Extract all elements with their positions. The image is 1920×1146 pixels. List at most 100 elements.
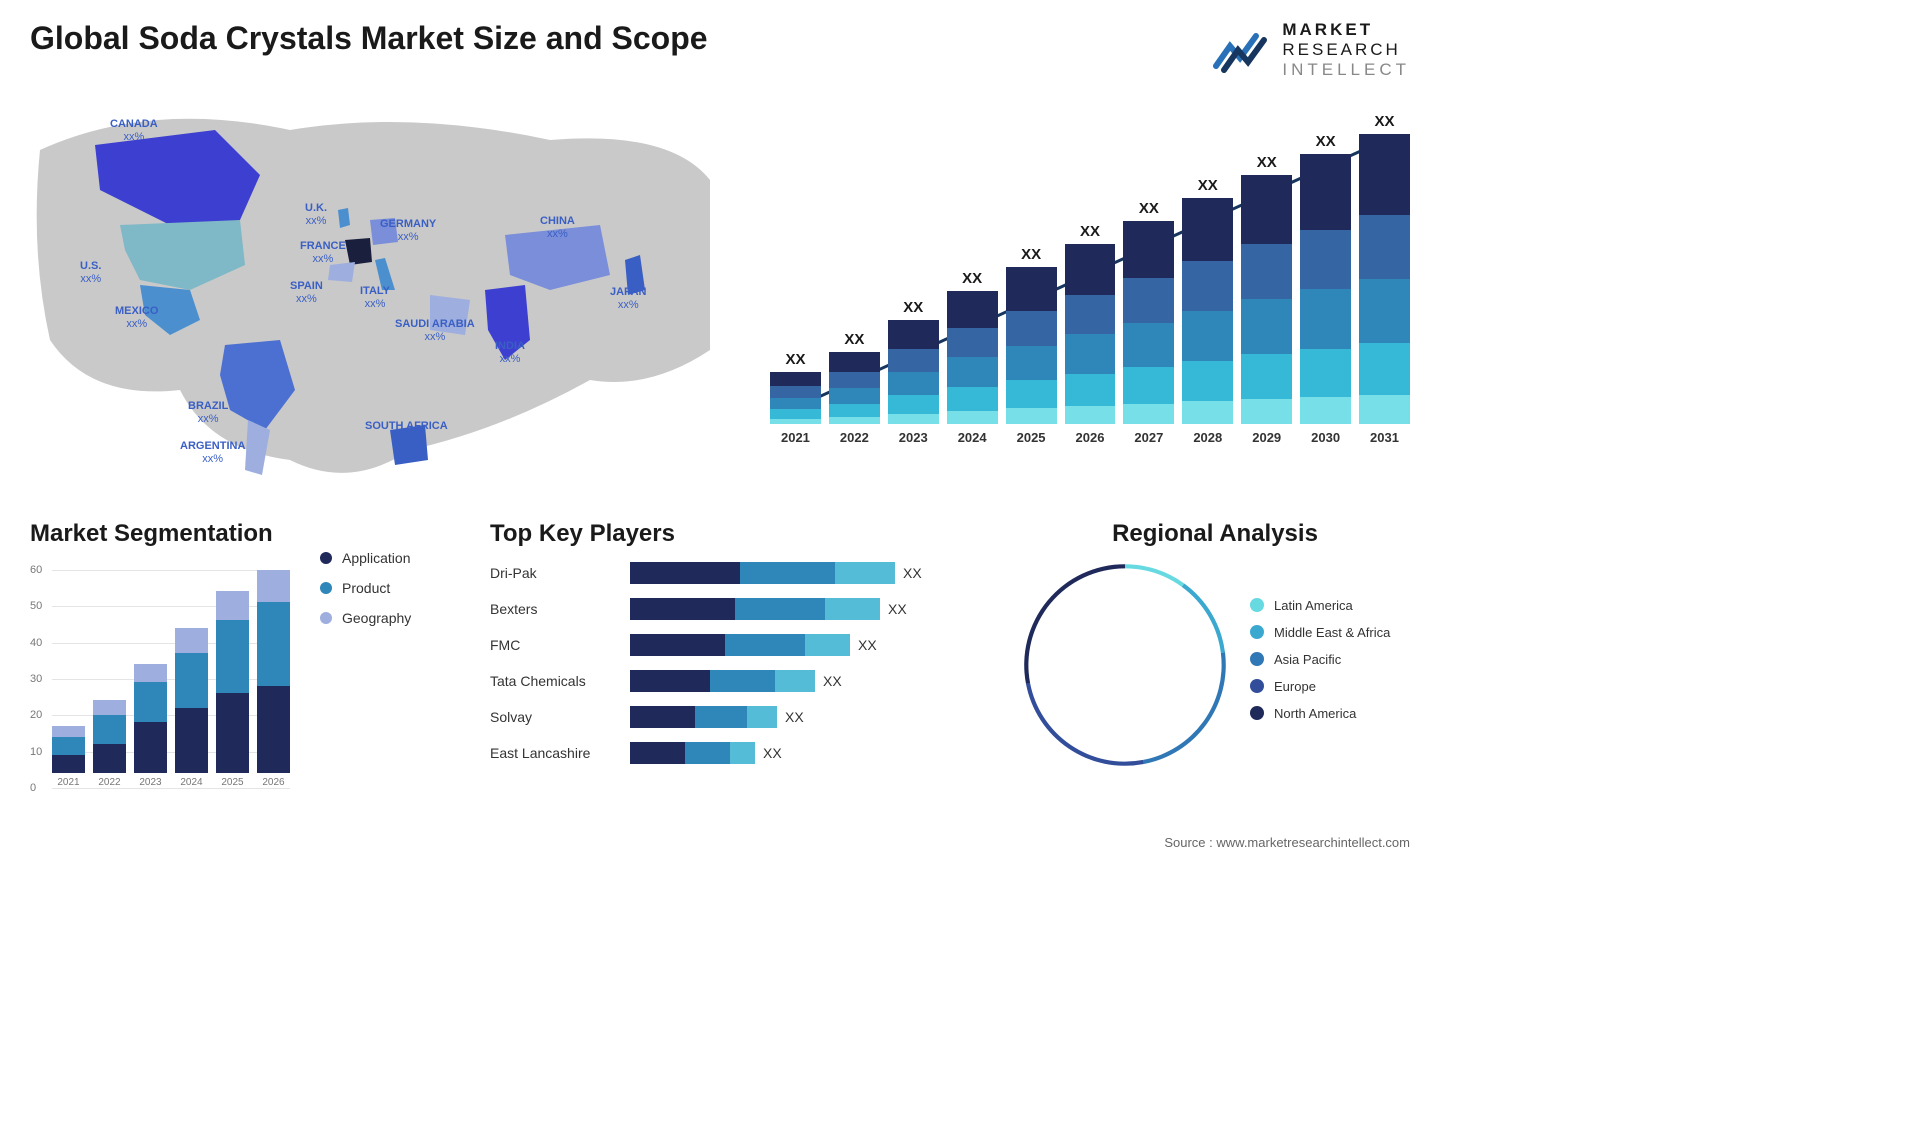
key-players-panel: Top Key Players Dri-PakXXBextersXXFMCXXT… <box>490 520 980 776</box>
growth-seg <box>888 414 939 424</box>
growth-seg <box>1065 334 1116 374</box>
growth-seg <box>1065 244 1116 294</box>
growth-seg <box>770 398 821 409</box>
growth-seg <box>1300 397 1351 424</box>
growth-seg <box>1182 311 1233 361</box>
brand-line1: MARKET <box>1282 20 1410 40</box>
growth-col-2028: XX2028 <box>1182 177 1233 445</box>
donut-slice <box>1182 583 1225 652</box>
player-name: Bexters <box>490 601 630 617</box>
player-bar-seg <box>825 598 880 620</box>
player-bar-seg <box>695 706 747 728</box>
seg-bar-seg <box>216 693 249 773</box>
regional-legend-label: North America <box>1274 706 1356 721</box>
page-title: Global Soda Crystals Market Size and Sco… <box>30 20 708 57</box>
regional-swatch <box>1250 706 1264 720</box>
growth-bar-chart: XX2021XX2022XX2023XX2024XX2025XX2026XX20… <box>770 110 1410 470</box>
brand-line2: RESEARCH <box>1282 40 1410 60</box>
growth-seg <box>1241 244 1292 299</box>
seg-col-2021: 2021 <box>52 726 85 788</box>
player-bar-seg <box>630 742 685 764</box>
growth-seg <box>1123 367 1174 404</box>
player-value: XX <box>858 634 877 656</box>
growth-value-label: XX <box>903 299 923 316</box>
growth-col-2027: XX2027 <box>1123 200 1174 445</box>
seg-x-label: 2023 <box>139 777 161 788</box>
brand-icon <box>1212 26 1270 74</box>
growth-col-2030: XX2030 <box>1300 133 1351 445</box>
growth-seg <box>829 417 880 424</box>
growth-year-label: 2023 <box>899 430 928 445</box>
growth-seg <box>1359 343 1410 395</box>
player-name: Tata Chemicals <box>490 673 630 689</box>
seg-bar-seg <box>52 737 85 755</box>
growth-seg <box>1123 404 1174 424</box>
seg-bar-seg <box>93 715 126 744</box>
seg-bar-seg <box>93 700 126 715</box>
growth-seg <box>1065 406 1116 424</box>
player-bar-seg <box>805 634 850 656</box>
seg-x-label: 2024 <box>180 777 202 788</box>
growth-year-label: 2024 <box>958 430 987 445</box>
growth-seg <box>1006 380 1057 408</box>
map-label-germany: GERMANYxx% <box>380 218 436 244</box>
seg-legend-label: Geography <box>342 610 411 626</box>
regional-legend-item: Europe <box>1250 679 1390 694</box>
regional-legend-label: Latin America <box>1274 598 1353 613</box>
growth-seg <box>888 320 939 349</box>
player-bar-seg <box>630 634 725 656</box>
seg-bar-seg <box>175 628 208 653</box>
seg-x-label: 2021 <box>57 777 79 788</box>
player-bar-seg <box>685 742 730 764</box>
map-label-italy: ITALYxx% <box>360 285 390 311</box>
regional-title: Regional Analysis <box>1020 520 1410 548</box>
growth-col-2021: XX2021 <box>770 351 821 445</box>
growth-year-label: 2029 <box>1252 430 1281 445</box>
seg-col-2023: 2023 <box>134 664 167 788</box>
growth-seg <box>1300 230 1351 289</box>
player-bar-seg <box>630 670 710 692</box>
growth-seg <box>888 372 939 395</box>
map-label-france: FRANCExx% <box>300 240 346 266</box>
brand-logo: MARKET RESEARCH INTELLECT <box>1212 20 1410 80</box>
seg-col-2025: 2025 <box>216 591 249 788</box>
growth-value-label: XX <box>1257 154 1277 171</box>
growth-seg <box>947 387 998 411</box>
donut-slice <box>1125 564 1184 587</box>
seg-y-tick: 50 <box>30 600 42 612</box>
segmentation-chart: 0102030405060 202120222023202420252026 <box>30 560 290 810</box>
growth-seg <box>947 411 998 424</box>
growth-seg <box>1123 323 1174 368</box>
growth-year-label: 2026 <box>1076 430 1105 445</box>
player-value: XX <box>763 742 782 764</box>
growth-value-label: XX <box>1021 246 1041 263</box>
seg-legend-label: Application <box>342 550 411 566</box>
growth-seg <box>829 404 880 417</box>
growth-col-2029: XX 2029 <box>1241 154 1292 445</box>
map-label-saudiarabia: SAUDI ARABIAxx% <box>395 318 475 344</box>
seg-y-tick: 0 <box>30 782 36 794</box>
regional-swatch <box>1250 679 1264 693</box>
growth-seg <box>1123 278 1174 323</box>
growth-col-2024: XX2024 <box>947 270 998 445</box>
player-bar-seg <box>630 706 695 728</box>
seg-bar-seg <box>134 664 167 682</box>
seg-bar-seg <box>175 708 208 773</box>
regional-swatch <box>1250 598 1264 612</box>
regional-legend-item: Latin America <box>1250 598 1390 613</box>
seg-legend-item: Product <box>320 580 411 596</box>
map-label-mexico: MEXICOxx% <box>115 305 158 331</box>
seg-swatch <box>320 552 332 564</box>
player-name: Solvay <box>490 709 630 725</box>
key-players-title: Top Key Players <box>490 520 980 548</box>
regional-panel: Regional Analysis Latin AmericaMiddle Ea… <box>1020 520 1410 770</box>
growth-seg <box>770 409 821 418</box>
growth-seg <box>1359 134 1410 215</box>
seg-legend-label: Product <box>342 580 390 596</box>
growth-value-label: XX <box>785 351 805 368</box>
growth-seg <box>1182 261 1233 311</box>
player-value: XX <box>888 598 907 620</box>
growth-seg <box>829 352 880 372</box>
player-row: SolvayXX <box>490 704 980 730</box>
growth-year-label: 2025 <box>1017 430 1046 445</box>
